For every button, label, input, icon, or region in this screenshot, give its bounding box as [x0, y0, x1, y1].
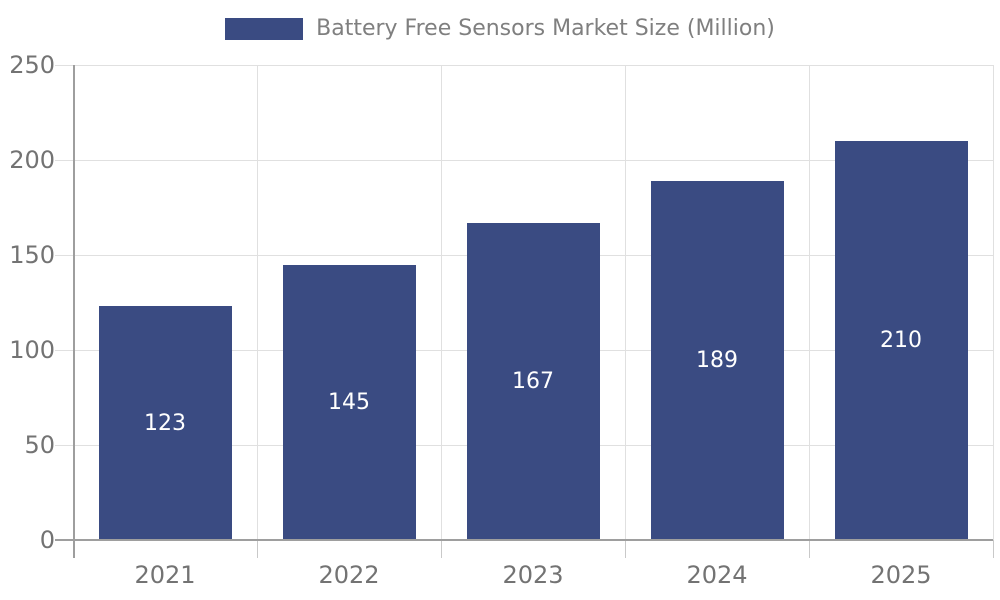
y-tick-label: 250	[9, 51, 55, 79]
bar-2025[interactable]: 210	[834, 141, 968, 540]
bar-value-label: 145	[328, 389, 370, 415]
x-tick-mark	[624, 540, 626, 558]
bar-2021[interactable]: 123	[98, 306, 232, 540]
y-tick-label: 100	[9, 336, 55, 364]
x-tick-label: 2021	[134, 561, 196, 589]
gridline-v	[992, 65, 994, 540]
y-tick-label: 0	[39, 526, 55, 554]
bar-value-label: 189	[696, 347, 738, 373]
gridline-v	[256, 65, 258, 540]
legend-item[interactable]: Battery Free Sensors Market Size (Millio…	[0, 16, 1000, 42]
gridline-v	[808, 65, 810, 540]
bar-value-label: 210	[880, 328, 922, 353]
gridline-v	[440, 65, 442, 540]
x-tick-mark	[992, 540, 994, 558]
legend-swatch	[225, 18, 304, 40]
bar-2024[interactable]: 189	[650, 180, 784, 540]
gridline-v	[624, 65, 626, 540]
y-tick-label: 150	[9, 241, 55, 269]
x-tick-label: 2025	[870, 561, 932, 589]
gridline-h	[55, 159, 993, 161]
x-axis-line	[55, 539, 993, 541]
legend-label: Battery Free Sensors Market Size (Millio…	[316, 16, 775, 41]
x-tick-label: 2024	[686, 561, 748, 589]
gridline-h	[55, 64, 993, 66]
x-tick-label: 2022	[318, 561, 380, 589]
y-axis-line	[73, 65, 75, 558]
x-tick-mark	[256, 540, 258, 558]
plot-area: 0 50 100 150 200 250 123 2021 145 2022 167 2023 189 2…	[9, 51, 994, 589]
y-tick-label: 200	[9, 146, 55, 174]
bar-2022[interactable]: 145	[282, 264, 416, 540]
bar-2023[interactable]: 167	[466, 222, 600, 540]
bar-value-label: 167	[512, 368, 554, 394]
x-tick-label: 2023	[502, 561, 564, 589]
y-tick-label: 50	[24, 431, 55, 459]
x-tick-mark	[440, 540, 442, 558]
x-tick-mark	[808, 540, 810, 558]
bar-value-label: 123	[144, 410, 186, 436]
